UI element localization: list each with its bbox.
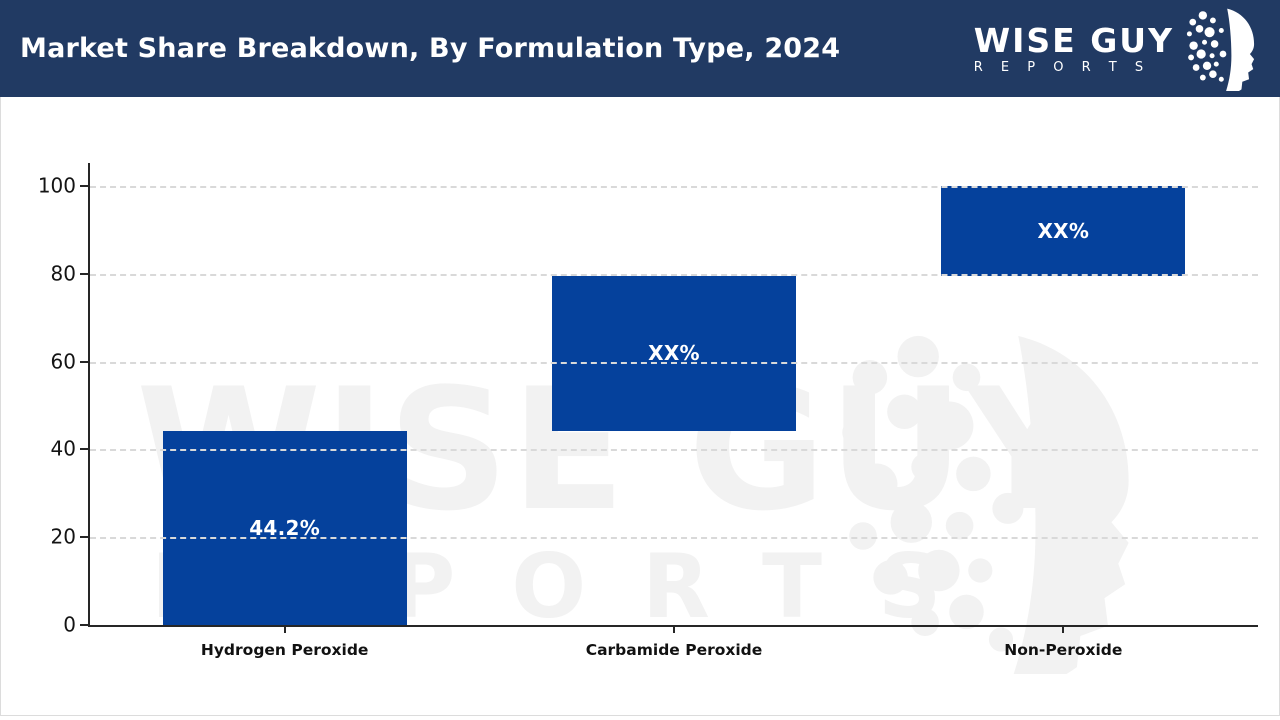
bar-value-label: XX% xyxy=(1037,219,1090,243)
y-tick-label: 60 xyxy=(50,349,76,374)
x-category-label: Carbamide Peroxide xyxy=(585,641,763,659)
y-tick-mark xyxy=(80,536,88,539)
bar-segment: 44.2% xyxy=(162,430,407,625)
brand-subname: R E P O R T S xyxy=(973,59,1151,75)
x-tick-mark xyxy=(283,625,286,633)
y-tick-label: 0 xyxy=(63,612,76,637)
bar-segment: XX% xyxy=(941,186,1186,276)
watermark-face-icon xyxy=(842,335,1129,674)
y-tick-label: 40 xyxy=(50,436,76,461)
brand-name: WISE GUY xyxy=(973,20,1174,60)
y-axis-spine-cap xyxy=(88,163,90,186)
bar-value-label: XX% xyxy=(648,341,700,366)
header-band: Market Share Breakdown, By Formulation T… xyxy=(0,0,1280,97)
bar-segment: XX% xyxy=(552,276,796,431)
brand-logo-text: WISE GUY R E P O R T S xyxy=(974,24,1174,74)
y-tick-mark xyxy=(80,448,88,451)
plot-area: 44.2% XX% XX% 0 20 40 60 80 100 Hydrogen Peroxi… xyxy=(38,163,1258,659)
x-tick-mark xyxy=(1062,625,1065,633)
y-tick-mark xyxy=(80,360,88,363)
brand-logo: WISE GUY R E P O R T S xyxy=(974,7,1280,91)
y-tick-mark xyxy=(80,185,88,187)
x-category-label: Non-Peroxide xyxy=(1004,641,1123,659)
bar-value-label: 44.2% xyxy=(249,515,321,540)
y-tick-mark xyxy=(80,624,88,626)
y-tick-label: 20 xyxy=(50,524,76,549)
x-tick-mark xyxy=(673,625,675,633)
y-tick-mark xyxy=(80,272,88,275)
y-tick-label: 80 xyxy=(50,261,76,286)
x-category-label: Hydrogen Peroxide xyxy=(200,641,369,659)
dotted-face-logo-icon xyxy=(1186,8,1255,91)
page-title: Market Share Breakdown, By Formulation T… xyxy=(20,33,841,64)
y-tick-label: 100 xyxy=(37,173,76,198)
